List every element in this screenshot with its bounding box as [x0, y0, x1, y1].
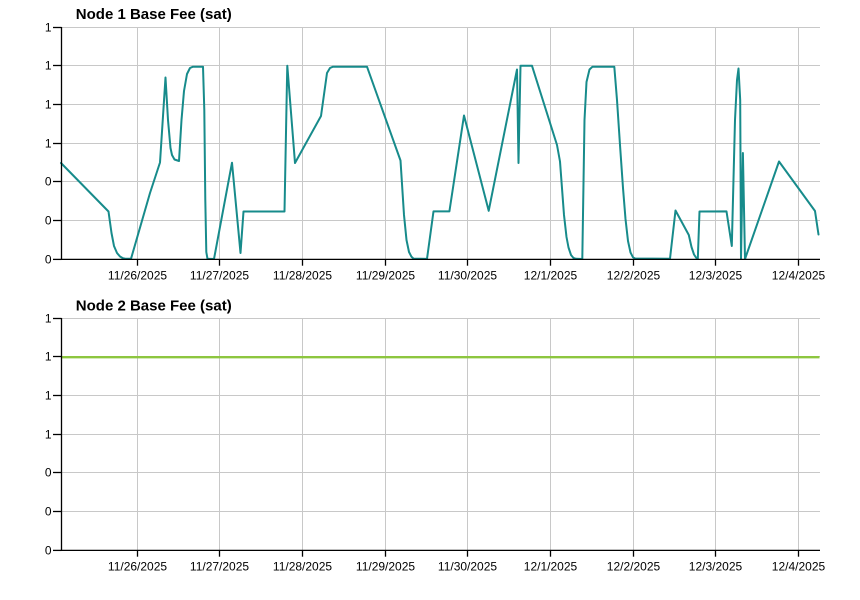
- svg-text:12/1/2025: 12/1/2025: [524, 560, 578, 574]
- svg-text:1: 1: [45, 312, 52, 326]
- svg-text:0: 0: [45, 253, 52, 267]
- svg-text:11/27/2025: 11/27/2025: [190, 560, 249, 574]
- svg-text:12/3/2025: 12/3/2025: [689, 269, 743, 283]
- svg-text:11/26/2025: 11/26/2025: [108, 560, 167, 574]
- svg-text:11/26/2025: 11/26/2025: [108, 269, 167, 283]
- svg-text:11/30/2025: 11/30/2025: [438, 560, 497, 574]
- svg-text:Node 1 Base Fee (sat): Node 1 Base Fee (sat): [76, 6, 232, 23]
- svg-text:0: 0: [45, 214, 52, 228]
- svg-text:12/3/2025: 12/3/2025: [689, 560, 743, 574]
- svg-text:12/2/2025: 12/2/2025: [607, 269, 661, 283]
- svg-text:1: 1: [45, 59, 52, 73]
- svg-text:11/29/2025: 11/29/2025: [356, 560, 415, 574]
- svg-text:11/28/2025: 11/28/2025: [273, 560, 332, 574]
- svg-text:12/1/2025: 12/1/2025: [524, 269, 578, 283]
- svg-text:0: 0: [45, 175, 52, 189]
- svg-text:12/4/2025: 12/4/2025: [772, 269, 826, 283]
- svg-text:11/28/2025: 11/28/2025: [273, 269, 332, 283]
- svg-text:11/30/2025: 11/30/2025: [438, 269, 497, 283]
- svg-text:11/27/2025: 11/27/2025: [190, 269, 249, 283]
- svg-text:0: 0: [45, 466, 52, 480]
- svg-text:1: 1: [45, 98, 52, 112]
- svg-text:11/29/2025: 11/29/2025: [356, 269, 415, 283]
- svg-text:Node 2 Base Fee (sat): Node 2 Base Fee (sat): [76, 297, 232, 314]
- svg-text:12/4/2025: 12/4/2025: [772, 560, 826, 574]
- svg-text:1: 1: [45, 428, 52, 442]
- svg-text:1: 1: [45, 137, 52, 151]
- svg-text:1: 1: [45, 389, 52, 403]
- svg-text:0: 0: [45, 505, 52, 519]
- svg-text:1: 1: [45, 21, 52, 35]
- svg-text:0: 0: [45, 544, 52, 558]
- svg-text:12/2/2025: 12/2/2025: [607, 560, 661, 574]
- svg-text:1: 1: [45, 350, 52, 364]
